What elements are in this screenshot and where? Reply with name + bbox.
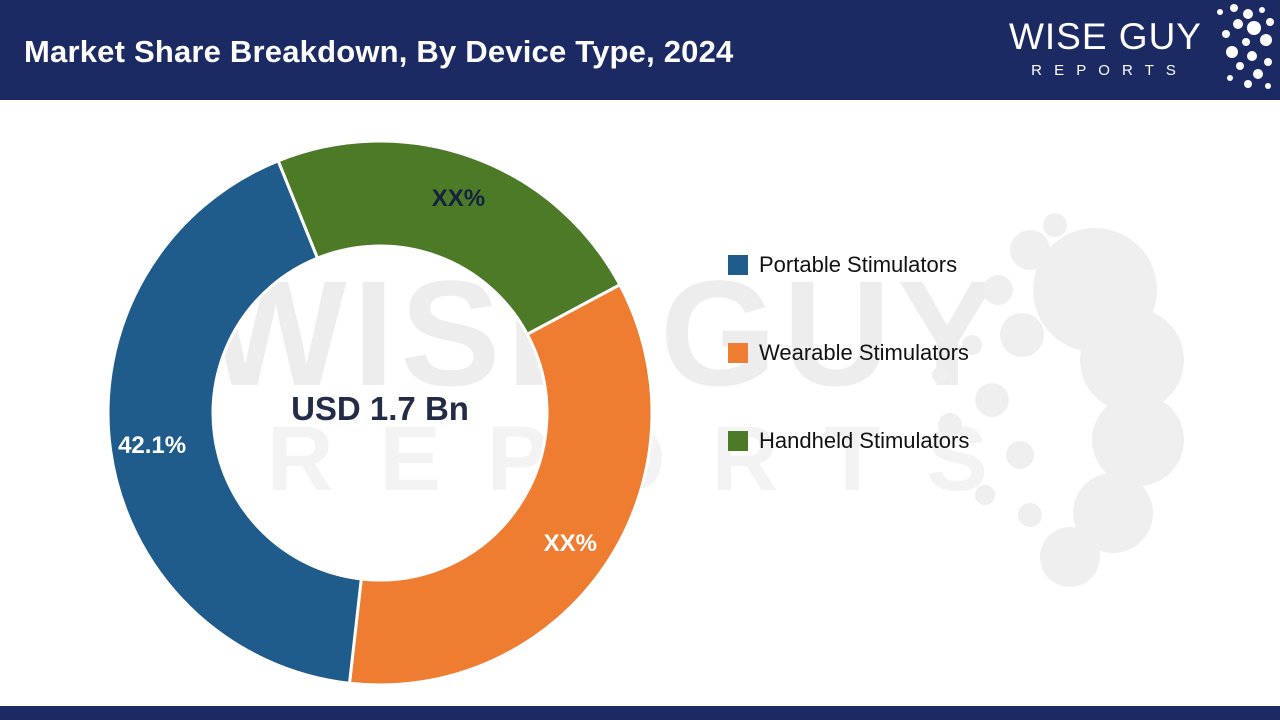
logo: WISE GUY R E P O R T S (1009, 16, 1202, 79)
legend-swatch-wearable (728, 343, 748, 363)
segment-label-wearable-stimulators: XX% (544, 530, 597, 557)
segment-label-portable-stimulators: 42.1% (118, 432, 186, 459)
bottom-bar (0, 706, 1280, 720)
header: Market Share Breakdown, By Device Type, … (0, 0, 1280, 100)
legend-item-wearable: Wearable Stimulators (728, 340, 969, 366)
donut-segment-handheld-stimulators (276, 139, 622, 337)
chart-legend: Portable Stimulators Wearable Stimulator… (728, 252, 969, 454)
logo-wordmark: WISE GUY (1008, 16, 1202, 57)
legend-label-portable: Portable Stimulators (759, 252, 958, 277)
logo-subtitle: R E P O R T S (1031, 62, 1180, 79)
donut-segment-wearable-stimulators (347, 282, 654, 687)
legend-label-handheld: Handheld Stimulators (759, 428, 970, 453)
legend-item-handheld: Handheld Stimulators (728, 428, 969, 454)
legend-swatch-portable (728, 255, 748, 275)
logo-face-icon (1217, 4, 1274, 89)
legend-swatch-handheld (728, 431, 748, 451)
legend-item-portable: Portable Stimulators (728, 252, 969, 278)
segment-label-handheld-stimulators: XX% (432, 185, 485, 212)
legend-label-wearable: Wearable Stimulators (759, 340, 969, 365)
donut-center-label: USD 1.7 Bn (291, 390, 469, 427)
page-title: Market Share Breakdown, By Device Type, … (24, 34, 734, 69)
